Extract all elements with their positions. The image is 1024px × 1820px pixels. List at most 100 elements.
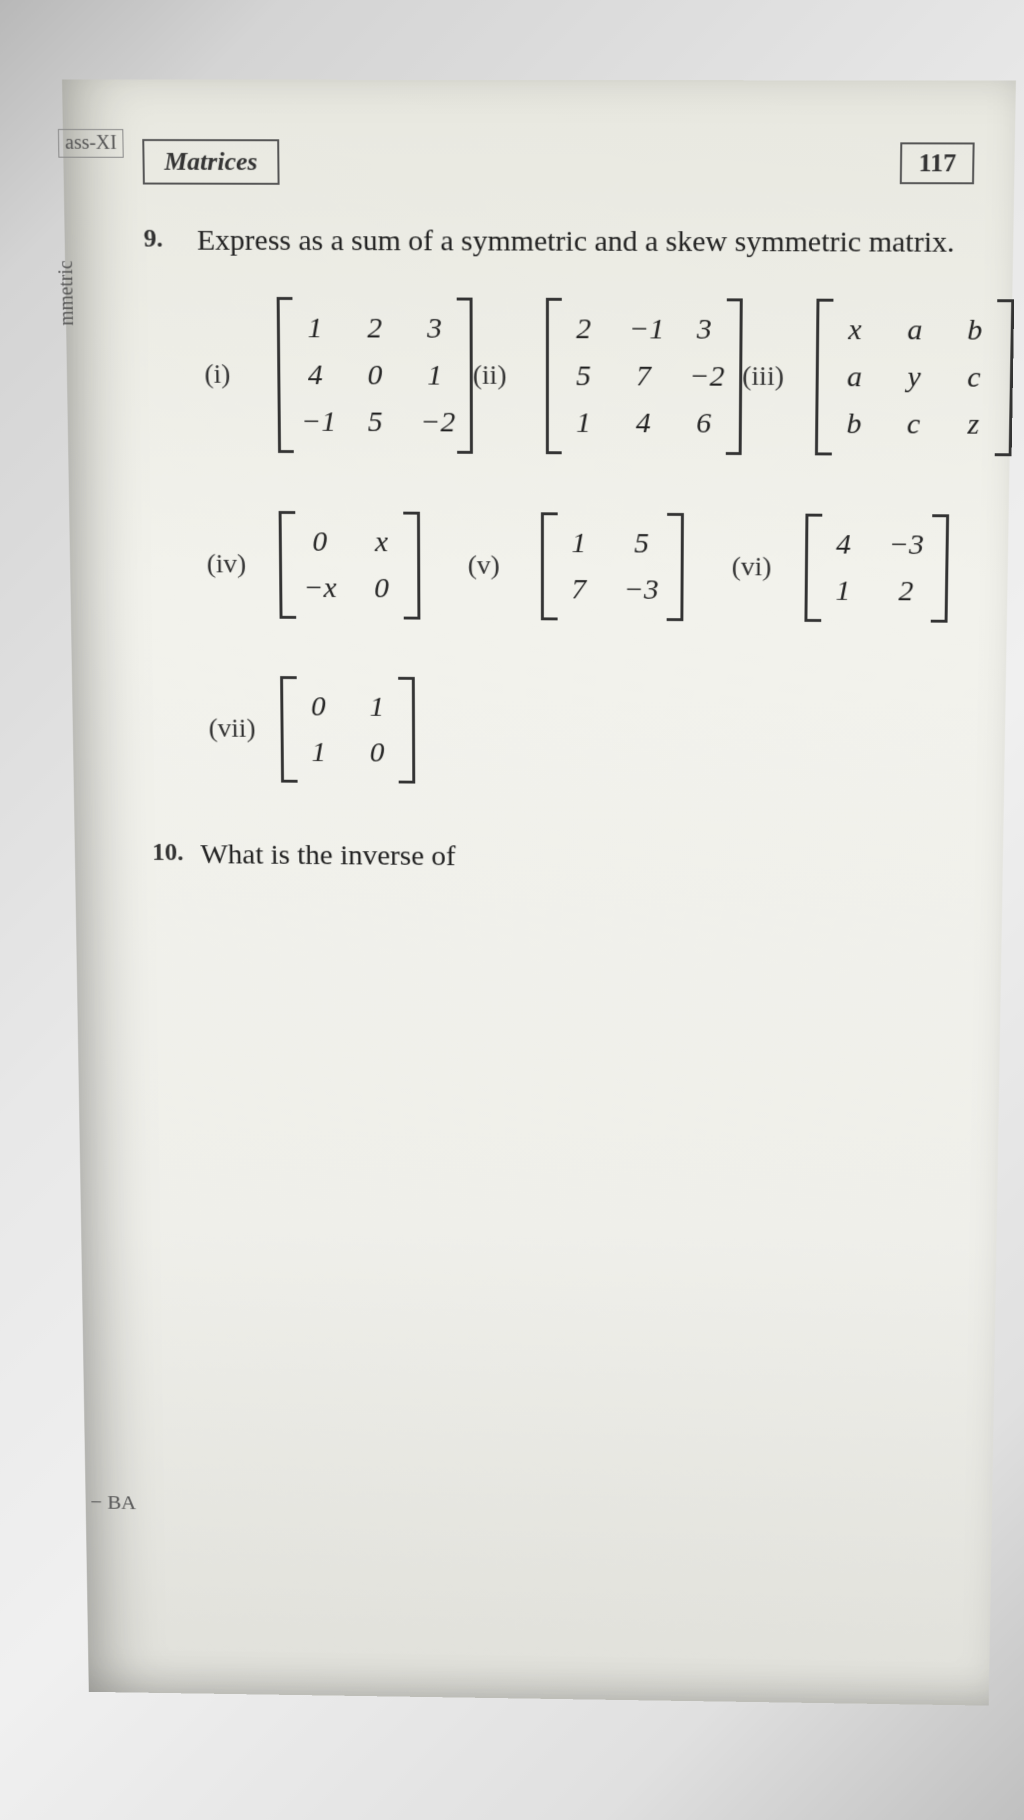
matrix-row-3: (vii) 0 1 1 0 — [208, 676, 966, 788]
matrix-cell: −2 — [420, 405, 449, 440]
matrix-cell: 2 — [888, 574, 923, 609]
item-label: (vii) — [208, 714, 267, 745]
matrix-cell: 1 — [300, 311, 329, 346]
page-number: 117 — [900, 142, 974, 184]
question-text: Express as a sum of a symmetric and a sk… — [197, 224, 955, 260]
matrix-cell: z — [959, 407, 987, 442]
matrix-cell: 1 — [829, 574, 857, 609]
matrix-item-v: (v) 1 5 7 −3 — [468, 512, 684, 621]
bracket-right — [726, 298, 743, 455]
matrix-cell: a — [840, 360, 868, 395]
bracket-right — [398, 677, 415, 784]
item-label: (iv) — [207, 549, 266, 580]
bracket-left — [540, 512, 557, 620]
matrix-body: 0 1 1 0 — [297, 676, 399, 783]
matrix-cell: c — [899, 407, 927, 442]
question-number: 9. — [143, 224, 193, 254]
matrix-cell: 2 — [570, 312, 598, 347]
matrix-item-vi: (vi) 4 −3 1 2 — [731, 513, 949, 622]
matrix-cell: a — [901, 313, 929, 348]
matrix: 1 5 7 −3 — [540, 512, 683, 621]
matrix-item-i: (i) 1 2 3 4 0 1 −1 5 −2 — [204, 297, 473, 454]
matrix-row-2: (iv) 0 x −x 0 (v) 1 5 7 −3 — [206, 511, 969, 623]
spine-top-label: ass-XI — [58, 129, 124, 158]
matrix-cell: y — [900, 360, 928, 395]
item-label: (ii) — [473, 360, 532, 391]
matrix-cell: 3 — [690, 312, 719, 347]
matrix-row-1: (i) 1 2 3 4 0 1 −1 5 −2 (ii) — [204, 297, 973, 456]
matrix-cell: x — [368, 525, 396, 560]
matrix-body: x a b a y c b c z — [832, 299, 997, 456]
bracket-right — [457, 298, 473, 454]
matrix-body: 1 5 7 −3 — [557, 512, 667, 621]
bracket-right — [995, 299, 1015, 456]
matrix-body: 4 −3 1 2 — [821, 514, 932, 623]
matrix-cell: 1 — [363, 690, 391, 724]
matrix-cell: −1 — [629, 312, 658, 347]
bracket-left — [279, 511, 297, 619]
item-label: (i) — [204, 359, 263, 390]
matrix-cell: 0 — [305, 690, 333, 724]
matrix-cell: −3 — [624, 573, 659, 608]
item-label: (iii) — [742, 361, 802, 393]
question-number: 10. — [152, 838, 201, 867]
matrix-cell: x — [841, 313, 869, 348]
matrix-cell: 0 — [303, 525, 336, 560]
chapter-title: Matrices — [142, 139, 279, 185]
spine-bottom-label: − BA — [90, 1490, 136, 1514]
textbook-page: ass-XI mmetric − BA Matrices 117 9. Expr… — [62, 79, 1016, 1705]
matrix-item-iii: (iii) x a b a y c b c z — [742, 298, 1015, 456]
page-header: Matrices 117 — [142, 139, 974, 186]
matrix-cell: b — [961, 313, 990, 349]
matrix-cell: 0 — [363, 736, 390, 770]
question-10: 10. What is the inverse of — [152, 838, 964, 877]
matrix-cell: 4 — [829, 527, 857, 562]
question-9: 9. Express as a sum of a symmetric and a… — [143, 224, 973, 260]
matrix-cell: 4 — [629, 406, 658, 441]
matrix-item-iv: (iv) 0 x −x 0 — [206, 511, 420, 620]
item-label: (vi) — [732, 552, 791, 583]
matrix-cell: 7 — [565, 572, 593, 607]
matrix: 4 −3 1 2 — [804, 514, 949, 623]
matrix: 0 x −x 0 — [279, 511, 420, 620]
matrix-cell: −1 — [301, 404, 330, 439]
matrix-cell: 1 — [570, 406, 598, 441]
matrix: x a b a y c b c z — [815, 299, 1014, 457]
matrix-cell: −x — [304, 571, 337, 606]
matrix-cell: 3 — [420, 311, 449, 346]
matrix-cell: −3 — [889, 528, 924, 563]
matrix-cell: 6 — [689, 406, 718, 441]
bracket-left — [280, 676, 297, 783]
matrix-body: 0 x −x 0 — [295, 511, 403, 619]
matrix-cell: 5 — [624, 526, 659, 561]
bracket-left — [277, 297, 294, 453]
bracket-left — [546, 298, 562, 454]
matrix-cell: 2 — [361, 311, 389, 346]
matrix-cell: −2 — [689, 359, 718, 394]
bracket-left — [804, 514, 822, 622]
matrix-cell: 1 — [420, 358, 449, 393]
matrix-body: 1 2 3 4 0 1 −1 5 −2 — [292, 297, 457, 454]
matrix-cell: 1 — [565, 526, 593, 561]
matrix: 0 1 1 0 — [280, 676, 415, 783]
matrix-cell: b — [840, 407, 868, 442]
matrix-cell: 0 — [361, 358, 389, 393]
question-text: What is the inverse of — [200, 839, 455, 873]
bracket-right — [666, 513, 683, 621]
matrix: 1 2 3 4 0 1 −1 5 −2 — [277, 297, 473, 454]
matrix-cell: 0 — [368, 571, 396, 606]
matrix-cell: c — [960, 360, 988, 395]
matrix: 2 −1 3 5 7 −2 1 4 6 — [546, 298, 743, 455]
matrix-cell: 5 — [570, 359, 598, 394]
spine-middle-label: mmetric — [55, 260, 79, 325]
bracket-left — [815, 299, 833, 456]
item-label: (v) — [468, 551, 527, 582]
bracket-right — [931, 514, 949, 622]
matrix-item-vii: (vii) 0 1 1 0 — [208, 676, 415, 784]
matrix-cell: 1 — [305, 735, 332, 769]
matrix-item-ii: (ii) 2 −1 3 5 7 −2 1 4 6 — [473, 298, 743, 455]
matrix-body: 2 −1 3 5 7 −2 1 4 6 — [562, 298, 727, 455]
matrix-cell: 7 — [629, 359, 658, 394]
matrix-cell: 5 — [361, 405, 389, 440]
bracket-right — [403, 512, 420, 620]
